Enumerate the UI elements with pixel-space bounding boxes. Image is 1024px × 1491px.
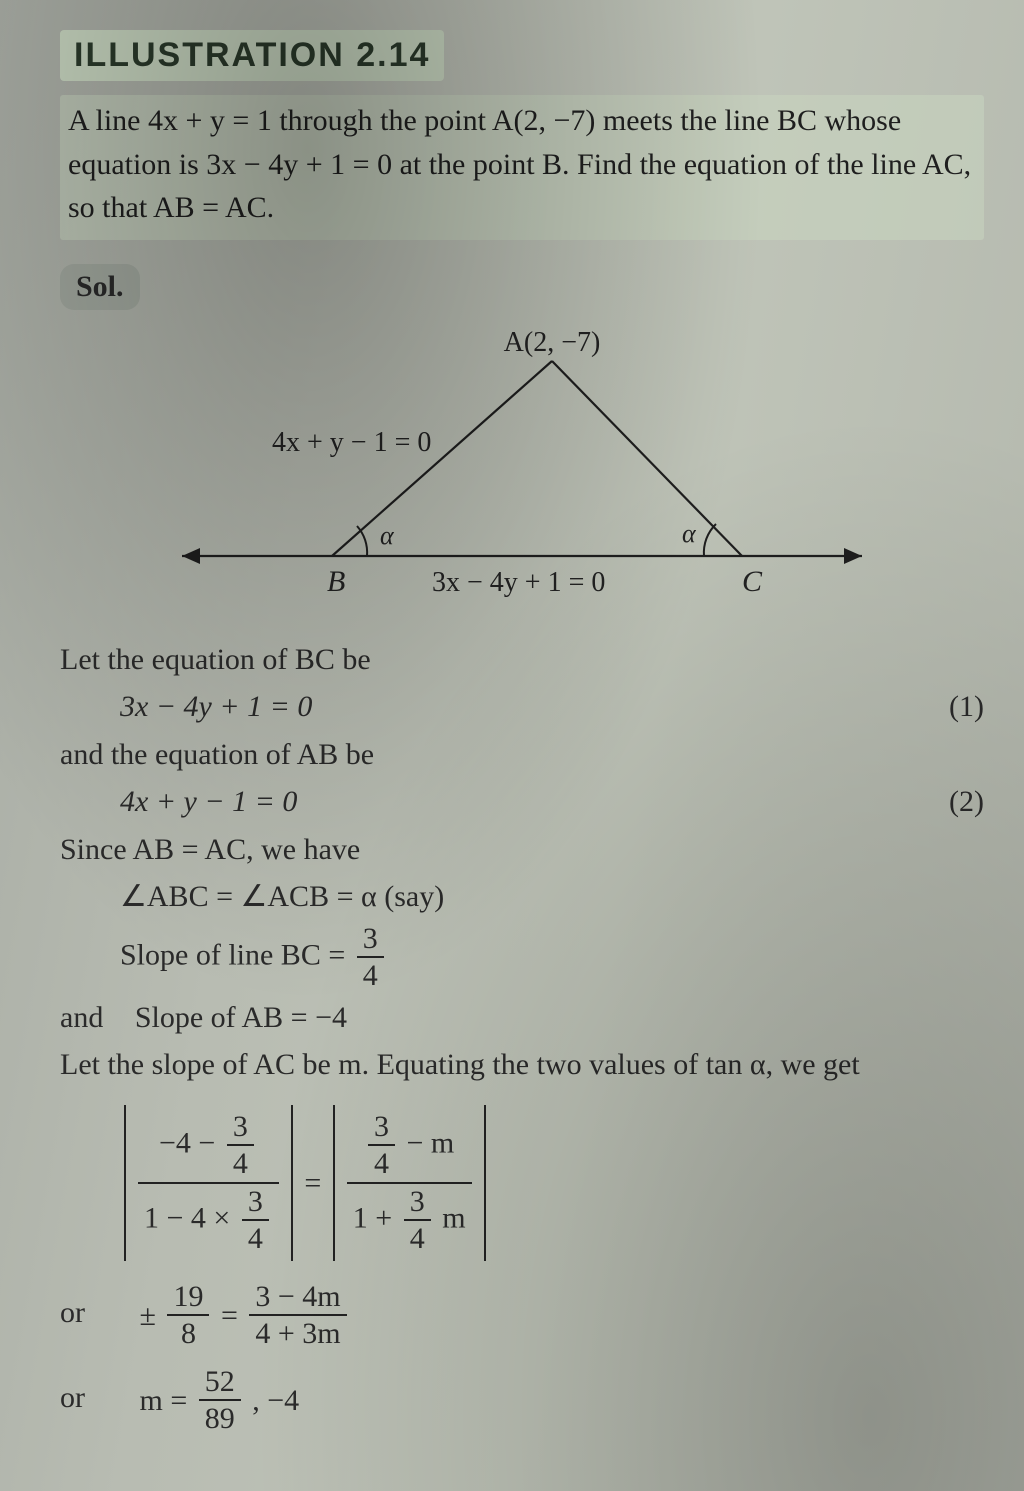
line-let-slope-ac: Let the slope of AC be m. Equating the t… [60,1043,984,1087]
abs-right-num-b: − m [399,1126,454,1159]
or-line-1: or ± 19 8 = 3 − 4m 4 + 3m [60,1281,984,1350]
abs-right: 34 − m 1 + 34 m [333,1105,486,1261]
slope-bc-frac: 3 4 [353,923,388,992]
m-equals: m = [140,1383,195,1416]
slope-bc-den: 4 [357,958,384,992]
tan-alpha-equation: −4 − 34 1 − 4 × 34 = 34 − m 1 + 34 m [60,1105,984,1261]
abs-right-num-frac: 34 [364,1111,399,1180]
triangle-diagram: A(2, −7) 4x + y − 1 = 0 3x − 4y + 1 = 0 … [60,316,984,616]
line-angles: ∠ABC = ∠ACB = α (say) [60,875,984,919]
or2-frac-num: 52 [199,1366,241,1402]
abs-right-den-a: 1 + [353,1201,400,1234]
abs-left-den-a: 1 − 4 × [144,1201,238,1234]
eq-bc-number: (1) [949,685,984,729]
left-line-label: 4x + y − 1 = 0 [272,427,431,458]
eq-ab-text: 4x + y − 1 = 0 [120,785,297,818]
solution-label-band: Sol. [60,264,140,310]
slope-bc-pre: Slope of line BC = [120,938,353,971]
or1-rhs-num: 3 − 4m [249,1281,346,1317]
angle-alpha-c: α [682,519,697,548]
eq-ab: 4x + y − 1 = 0 (2) [60,780,984,824]
abs-right-num-frac-n: 3 [368,1111,395,1147]
illustration-heading: ILLUSTRATION 2.14 [74,36,430,74]
abs-left-den: 1 − 4 × 34 [138,1184,279,1255]
or1-lhs-num: 19 [167,1281,209,1317]
abs-left-den-frac-n: 3 [242,1186,269,1222]
illustration-heading-band: ILLUSTRATION 2.14 [60,30,444,81]
page: ILLUSTRATION 2.14 A line 4x + y = 1 thro… [0,0,1024,1491]
line-since: Since AB = AC, we have [60,828,984,872]
line-let-bc: Let the equation of BC be [60,638,984,682]
abs-right-den: 1 + 34 m [347,1184,472,1255]
line-and-ab: and the equation of AB be [60,733,984,777]
abs-left-den-frac-d: 4 [242,1221,269,1255]
or2-frac-den: 89 [199,1401,241,1435]
eq-bc-text: 3x − 4y + 1 = 0 [120,690,312,723]
or-label-2: or [60,1376,132,1420]
abs-left-num: −4 − 34 [138,1111,279,1184]
or1-lhs-den: 8 [167,1316,209,1350]
or2-tail: , −4 [252,1383,299,1416]
apex-label: A(2, −7) [504,327,601,358]
arrow-right-icon [844,548,862,564]
abs-left-den-frac: 34 [238,1186,273,1255]
abs-right-frac: 34 − m 1 + 34 m [343,1111,476,1255]
or2-frac: 52 89 [195,1366,245,1435]
slope-bc-num: 3 [357,923,384,959]
triangle-svg: A(2, −7) 4x + y − 1 = 0 3x − 4y + 1 = 0 … [142,316,902,616]
problem-statement-band: A line 4x + y = 1 through the point A(2,… [60,95,984,240]
eq-bc: 3x − 4y + 1 = 0 (1) [60,685,984,729]
arrow-left-icon [182,548,200,564]
abs-left-num-a: −4 − [159,1126,223,1159]
or-line-2: or m = 52 89 , −4 [60,1366,984,1435]
pm-sign: ± [140,1298,156,1331]
base-line-label: 3x − 4y + 1 = 0 [432,567,605,598]
and-label: and [60,1001,103,1034]
slope-ab-text: Slope of AB = −4 [135,1001,347,1034]
abs-right-den-b: m [435,1201,466,1234]
abs-left-num-frac: 34 [223,1111,258,1180]
or1-lhs-frac: 19 8 [163,1281,213,1350]
abs-right-den-frac-n: 3 [404,1186,431,1222]
abs-right-num-frac-d: 4 [368,1146,395,1180]
abs-right-num: 34 − m [347,1111,472,1184]
eq-sign-2: = [221,1298,245,1331]
abs-right-den-frac: 34 [400,1186,435,1255]
abs-left-num-frac-n: 3 [227,1111,254,1147]
eq-sign-1: = [304,1166,328,1199]
solution-label: Sol. [76,270,124,303]
angle-alpha-b: α [380,521,395,550]
or1-rhs-den: 4 + 3m [249,1316,346,1350]
problem-statement: A line 4x + y = 1 through the point A(2,… [68,99,976,230]
abs-left-frac: −4 − 34 1 − 4 × 34 [134,1111,283,1255]
abs-right-den-frac-d: 4 [404,1221,431,1255]
side-ab [332,361,552,556]
line-slope-ab: and Slope of AB = −4 [60,996,984,1040]
abs-left: −4 − 34 1 − 4 × 34 [124,1105,293,1261]
abs-left-num-frac-d: 4 [227,1146,254,1180]
or-label-1: or [60,1291,132,1335]
line-slope-bc: Slope of line BC = 3 4 [60,923,984,992]
or1-rhs-frac: 3 − 4m 4 + 3m [245,1281,350,1350]
vertex-c-label: C [742,565,763,598]
eq-ab-number: (2) [949,780,984,824]
vertex-b-label: B [327,565,345,598]
